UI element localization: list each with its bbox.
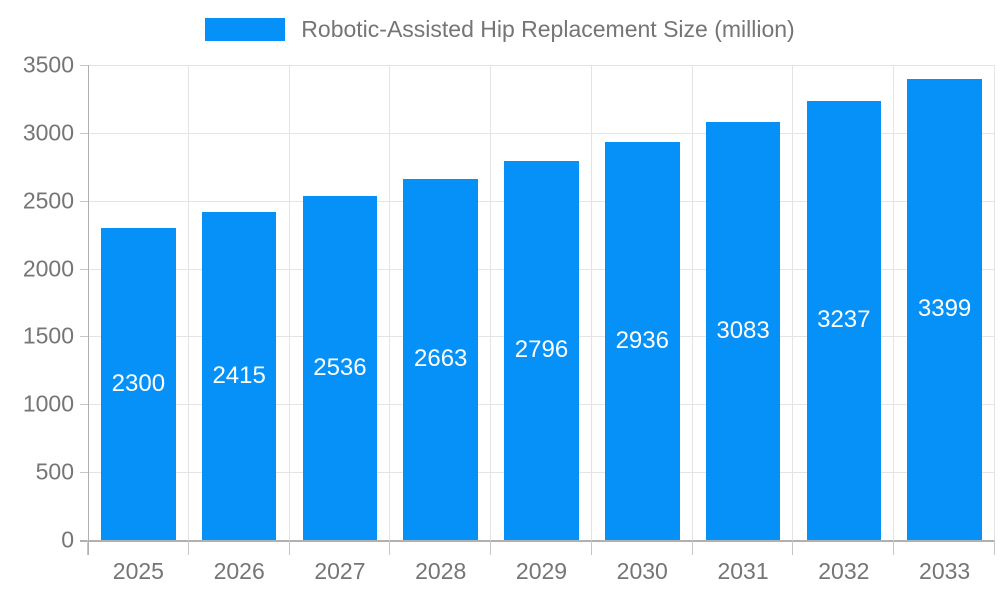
- plot-area: 2300 2415 2536 2663 2796 2936 3083 3237 3399: [88, 65, 995, 540]
- x-axis-tick: [994, 540, 995, 555]
- bar[interactable]: 2300: [101, 227, 176, 540]
- x-axis-tick: [288, 540, 290, 555]
- x-axis-tick: [490, 540, 492, 555]
- bar-value-label: 2663: [414, 345, 468, 373]
- y-tick-label: 2500: [22, 187, 74, 214]
- x-axis-tick: [590, 540, 592, 555]
- v-gridline: [691, 65, 693, 540]
- x-tick-label: 2028: [415, 558, 467, 584]
- x-tick-label: 2025: [112, 558, 164, 584]
- x-tick-label: 2026: [213, 558, 265, 584]
- y-axis-tick: [80, 200, 88, 202]
- x-axis-tick: [187, 540, 189, 555]
- bar-value-label: 2936: [615, 326, 669, 354]
- bar[interactable]: 2663: [403, 178, 478, 540]
- y-tick-label: 1000: [22, 390, 74, 417]
- bar[interactable]: 3237: [806, 100, 882, 540]
- v-gridline: [893, 65, 895, 540]
- bar[interactable]: 3083: [705, 121, 781, 540]
- x-axis-tick: [87, 540, 88, 555]
- x-axis-tick: [792, 540, 794, 555]
- bar[interactable]: 2936: [604, 141, 680, 540]
- y-axis-line: [88, 65, 89, 555]
- y-tick-label: 0: [61, 526, 74, 553]
- y-tick-label: 3500: [22, 51, 74, 78]
- x-axis-tick: [893, 540, 895, 555]
- bar[interactable]: 2536: [302, 195, 378, 540]
- x-axis-tick: [389, 540, 391, 555]
- y-axis-tick: [80, 65, 88, 66]
- x-tick-label: 2032: [818, 558, 870, 584]
- x-tick-label: 2031: [717, 558, 769, 584]
- x-axis-tick: [691, 540, 693, 555]
- v-gridline: [490, 65, 492, 540]
- bar-value-label: 2415: [212, 362, 266, 390]
- y-tick-label: 500: [35, 458, 74, 485]
- v-gridline: [389, 65, 391, 540]
- bar[interactable]: 2415: [201, 212, 277, 540]
- x-tick-label: 2030: [616, 558, 668, 584]
- h-gridline: [88, 132, 995, 134]
- y-axis-tick: [80, 268, 88, 270]
- y-tick-label: 2000: [22, 255, 74, 282]
- bar-value-label: 2300: [111, 369, 166, 397]
- x-axis-line: [80, 540, 995, 542]
- bar[interactable]: 2796: [504, 160, 579, 540]
- h-gridline: [88, 65, 995, 66]
- y-axis-tick: [80, 472, 88, 474]
- bar-value-label: 3237: [817, 306, 871, 334]
- bar-value-label: 2796: [514, 336, 569, 364]
- bar-value-label: 2536: [313, 353, 367, 381]
- bar[interactable]: 3399: [907, 78, 982, 540]
- y-tick-label: 3000: [22, 119, 74, 146]
- v-gridline: [590, 65, 592, 540]
- legend-swatch-icon: [205, 17, 286, 41]
- x-tick-label: 2033: [919, 558, 971, 584]
- x-tick-label: 2027: [314, 558, 366, 584]
- legend-label: Robotic-Assisted Hip Replacement Size (m…: [301, 16, 795, 42]
- y-axis-tick: [80, 336, 88, 338]
- bar-value-label: 3083: [716, 316, 770, 344]
- v-gridline: [994, 65, 995, 540]
- x-tick-label: 2029: [515, 558, 568, 584]
- y-axis-tick: [80, 132, 88, 134]
- v-gridline: [187, 65, 189, 540]
- v-gridline: [288, 65, 290, 540]
- legend[interactable]: Robotic-Assisted Hip Replacement Size (m…: [0, 14, 1000, 44]
- y-axis-tick: [80, 404, 88, 406]
- v-gridline: [792, 65, 794, 540]
- bar-value-label: 3399: [917, 295, 972, 323]
- y-tick-label: 1500: [22, 322, 74, 349]
